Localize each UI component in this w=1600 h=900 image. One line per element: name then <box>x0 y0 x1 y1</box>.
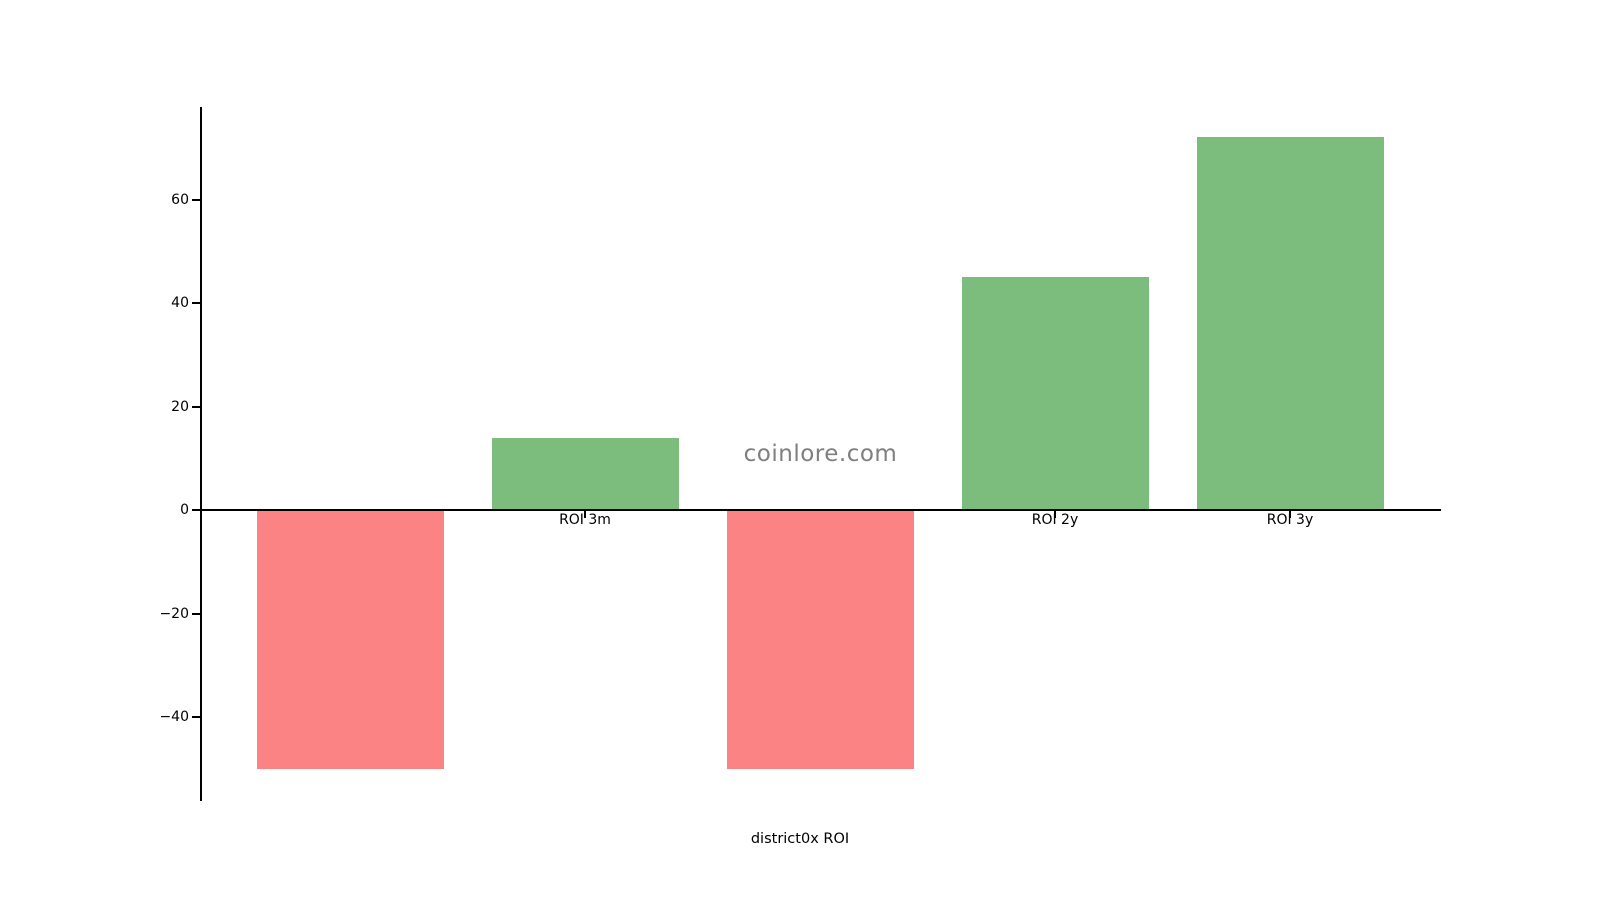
bar-positive <box>491 437 679 510</box>
y-axis-line <box>200 107 202 801</box>
bar-positive <box>961 277 1149 510</box>
y-axis-tick <box>192 509 200 511</box>
coinlore-watermark: coinlore.com <box>743 441 898 467</box>
y-axis-tick <box>192 612 200 615</box>
y-axis-tick-label: 60 <box>171 191 189 208</box>
x-axis-tick <box>1289 510 1291 518</box>
y-axis-tick <box>192 302 200 304</box>
y-axis-tick-label: −40 <box>159 709 189 725</box>
bar-positive <box>1196 137 1384 510</box>
y-axis-tick-label: 40 <box>171 295 189 311</box>
bar-negative <box>726 510 914 769</box>
y-axis-tick <box>192 716 200 718</box>
y-axis-tick-label: 0 <box>180 502 189 518</box>
y-axis-tick <box>192 198 200 201</box>
x-axis-tick <box>584 510 586 518</box>
y-axis-tick-label: 20 <box>171 398 189 415</box>
y-axis-tick-label: −20 <box>159 605 189 622</box>
x-axis-tick-label: ROI 2y <box>1031 512 1079 528</box>
chart-title: district0x ROI <box>750 831 850 847</box>
x-axis-line <box>200 509 1441 511</box>
x-axis-tick <box>1054 510 1056 518</box>
x-axis-tick-label: ROI 3y <box>1266 512 1314 528</box>
bar-negative <box>256 510 444 769</box>
y-axis-tick <box>192 405 200 408</box>
x-axis-tick-label: ROI 3m <box>559 512 611 528</box>
